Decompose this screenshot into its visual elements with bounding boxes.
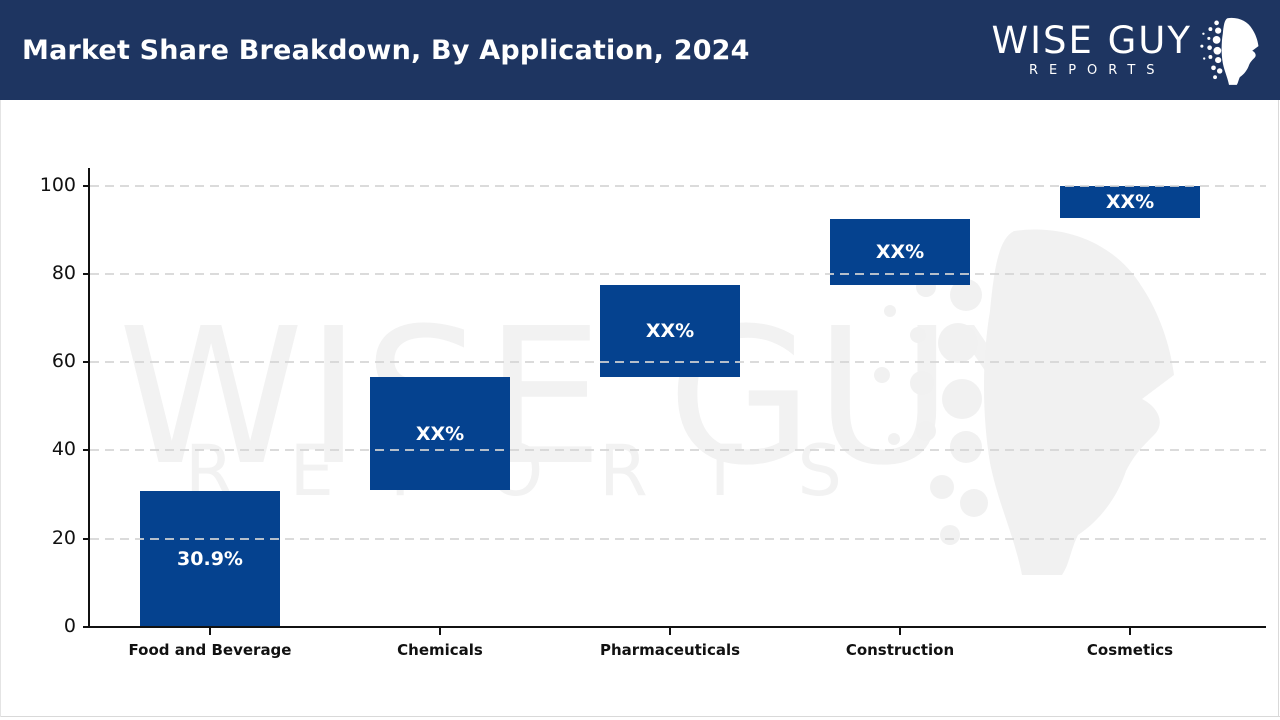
page-title: Market Share Breakdown, By Application, … bbox=[22, 34, 750, 66]
x-tick-mark bbox=[439, 628, 441, 635]
x-axis bbox=[88, 626, 1266, 628]
gridline bbox=[90, 449, 1266, 452]
header: Market Share Breakdown, By Application, … bbox=[0, 0, 1280, 100]
y-tick-mark bbox=[83, 272, 90, 275]
watermark-line2: REPORTS bbox=[185, 430, 898, 512]
x-tick-mark bbox=[209, 628, 211, 635]
bar bbox=[370, 377, 510, 491]
logo-wordmark: WISE GUY REPORTS bbox=[992, 22, 1192, 78]
bar-value-label: XX% bbox=[645, 320, 695, 343]
y-tick-label: 60 bbox=[51, 350, 76, 373]
gridline bbox=[90, 272, 1266, 275]
y-tick-mark bbox=[83, 449, 90, 452]
logo-wordmark-line1: WISE GUY bbox=[991, 19, 1192, 62]
bar bbox=[1060, 185, 1200, 219]
y-tick-label: 20 bbox=[51, 526, 76, 549]
category-label: Pharmaceuticals bbox=[599, 641, 741, 659]
y-tick-label: 80 bbox=[51, 261, 76, 284]
category-label: Food and Beverage bbox=[128, 641, 292, 659]
category-label: Construction bbox=[845, 641, 955, 659]
y-tick-label: 0 bbox=[63, 615, 76, 637]
y-tick-mark bbox=[83, 626, 90, 628]
logo-wordmark-line2: REPORTS bbox=[1028, 63, 1166, 78]
category-label: Chemicals bbox=[397, 641, 483, 659]
figure-left-border bbox=[0, 100, 1, 717]
wise-guy-logo: WISE GUY REPORTS bbox=[992, 9, 1260, 91]
bar-value-label: 30.9% bbox=[177, 547, 243, 570]
y-tick-mark bbox=[83, 537, 90, 540]
watermark-line1: WISE GUY bbox=[118, 288, 1072, 507]
bar bbox=[140, 490, 280, 627]
x-tick-mark bbox=[899, 628, 901, 635]
y-tick-mark bbox=[83, 184, 90, 187]
bar-value-label: XX% bbox=[875, 240, 925, 263]
category-label: Cosmetics bbox=[1086, 641, 1174, 659]
y-axis bbox=[88, 168, 90, 628]
y-tick-mark bbox=[83, 361, 90, 364]
figure-bottom-border bbox=[0, 716, 1280, 717]
watermark: WISE GUY REPORTS bbox=[0, 100, 1280, 720]
y-tick-label: 40 bbox=[51, 438, 76, 461]
bar-value-label: XX% bbox=[415, 422, 465, 445]
logo-face-icon bbox=[1200, 17, 1259, 85]
x-tick-mark bbox=[669, 628, 671, 635]
gridline bbox=[90, 537, 1266, 540]
gridline bbox=[90, 184, 1266, 187]
y-tick-label: 100 bbox=[39, 173, 76, 196]
figure-right-border bbox=[1278, 100, 1279, 717]
gridline bbox=[90, 361, 1266, 364]
x-tick-mark bbox=[1129, 628, 1131, 635]
bar-value-label: XX% bbox=[1105, 190, 1155, 213]
